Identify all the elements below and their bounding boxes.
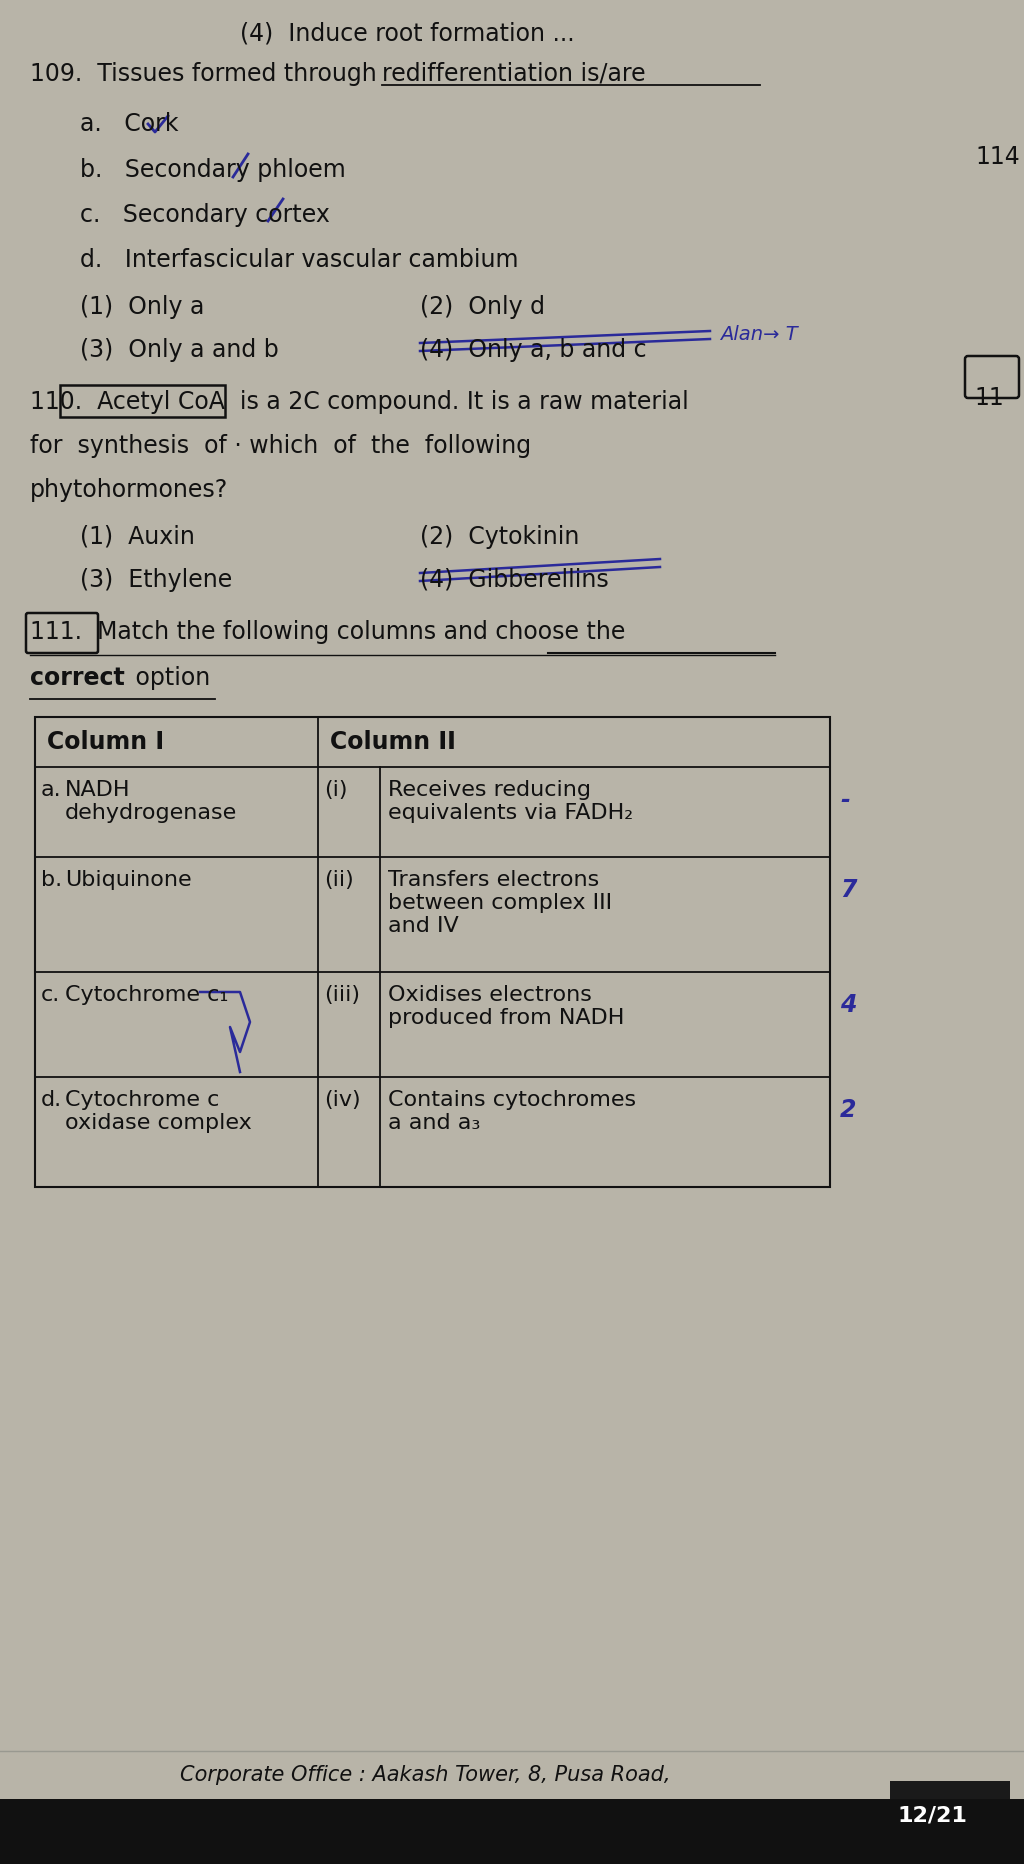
Text: 114: 114 [975, 145, 1020, 170]
Text: Contains cytochromes
a and a₃: Contains cytochromes a and a₃ [388, 1089, 636, 1133]
Text: (3)  Only a and b: (3) Only a and b [80, 337, 279, 362]
Text: 7: 7 [840, 878, 856, 902]
Text: (4)  Only a, b and c: (4) Only a, b and c [420, 337, 646, 362]
Text: Column II: Column II [330, 729, 456, 753]
Text: (4)  Induce root formation ...: (4) Induce root formation ... [240, 22, 574, 47]
Text: phytohormones?: phytohormones? [30, 477, 228, 501]
Text: Ubiquinone: Ubiquinone [65, 869, 191, 889]
Text: c.: c. [41, 984, 60, 1005]
Bar [35, 718, 830, 1187]
Text: (ii): (ii) [324, 869, 353, 889]
Text: Oxidises electrons
produced from NADH: Oxidises electrons produced from NADH [388, 984, 625, 1027]
Text: b.   Secondary phloem: b. Secondary phloem [80, 158, 346, 183]
Text: 2: 2 [840, 1098, 856, 1122]
Text: (iv): (iv) [324, 1089, 360, 1109]
Text: Receives reducing
equivalents via FADH₂: Receives reducing equivalents via FADH₂ [388, 779, 633, 822]
Text: d.: d. [41, 1089, 62, 1109]
Text: a.: a. [41, 779, 61, 800]
Text: c.   Secondary cortex: c. Secondary cortex [80, 203, 330, 227]
Text: (2)  Only d: (2) Only d [420, 295, 545, 319]
Text: (1)  Only a: (1) Only a [80, 295, 205, 319]
Text: (iii): (iii) [324, 984, 360, 1005]
Text: redifferentiation is/are: redifferentiation is/are [382, 62, 645, 86]
Text: NADH
dehydrogenase: NADH dehydrogenase [65, 779, 238, 822]
Bar [60, 386, 225, 418]
Text: Transfers electrons
between complex III
and IV: Transfers electrons between complex III … [388, 869, 612, 936]
Text: 4: 4 [840, 992, 856, 1016]
Text: (3)  Ethylene: (3) Ethylene [80, 569, 232, 591]
Text: a.   Cork: a. Cork [80, 112, 178, 136]
Text: (2)  Cytokinin: (2) Cytokinin [420, 526, 580, 548]
Text: 110.  Acetyl CoA  is a 2C compound. It is a raw material: 110. Acetyl CoA is a 2C compound. It is … [30, 390, 689, 414]
Text: 109.  Tissues formed through: 109. Tissues formed through [30, 62, 384, 86]
Text: correct: correct [30, 665, 125, 690]
Text: Cytochrome c
oxidase complex: Cytochrome c oxidase complex [65, 1089, 252, 1133]
Text: 11: 11 [974, 386, 1004, 410]
Text: (i): (i) [324, 779, 347, 800]
Text: Alan→ T: Alan→ T [720, 324, 798, 343]
Text: d.   Interfascicular vascular cambium: d. Interfascicular vascular cambium [80, 248, 518, 272]
Text: -: - [840, 788, 850, 811]
Text: b.: b. [41, 869, 62, 889]
Text: (1)  Auxin: (1) Auxin [80, 526, 195, 548]
Text: Cytochrome c₁: Cytochrome c₁ [65, 984, 228, 1005]
Text: 12/21: 12/21 [898, 1804, 968, 1825]
Text: (4)  Gibberellins: (4) Gibberellins [420, 569, 608, 591]
Text: 111.  Match the following columns and choose the: 111. Match the following columns and cho… [30, 619, 626, 643]
Text: Corporate Office : Aakash Tower, 8, Pusa Road,: Corporate Office : Aakash Tower, 8, Pusa… [180, 1763, 671, 1784]
Text: Column I: Column I [47, 729, 164, 753]
Text: for  synthesis  of · which  of  the  following: for synthesis of · which of the followin… [30, 434, 531, 459]
Text: option: option [128, 665, 210, 690]
Bar [0, 1799, 1024, 1864]
Bar [890, 1780, 1010, 1819]
